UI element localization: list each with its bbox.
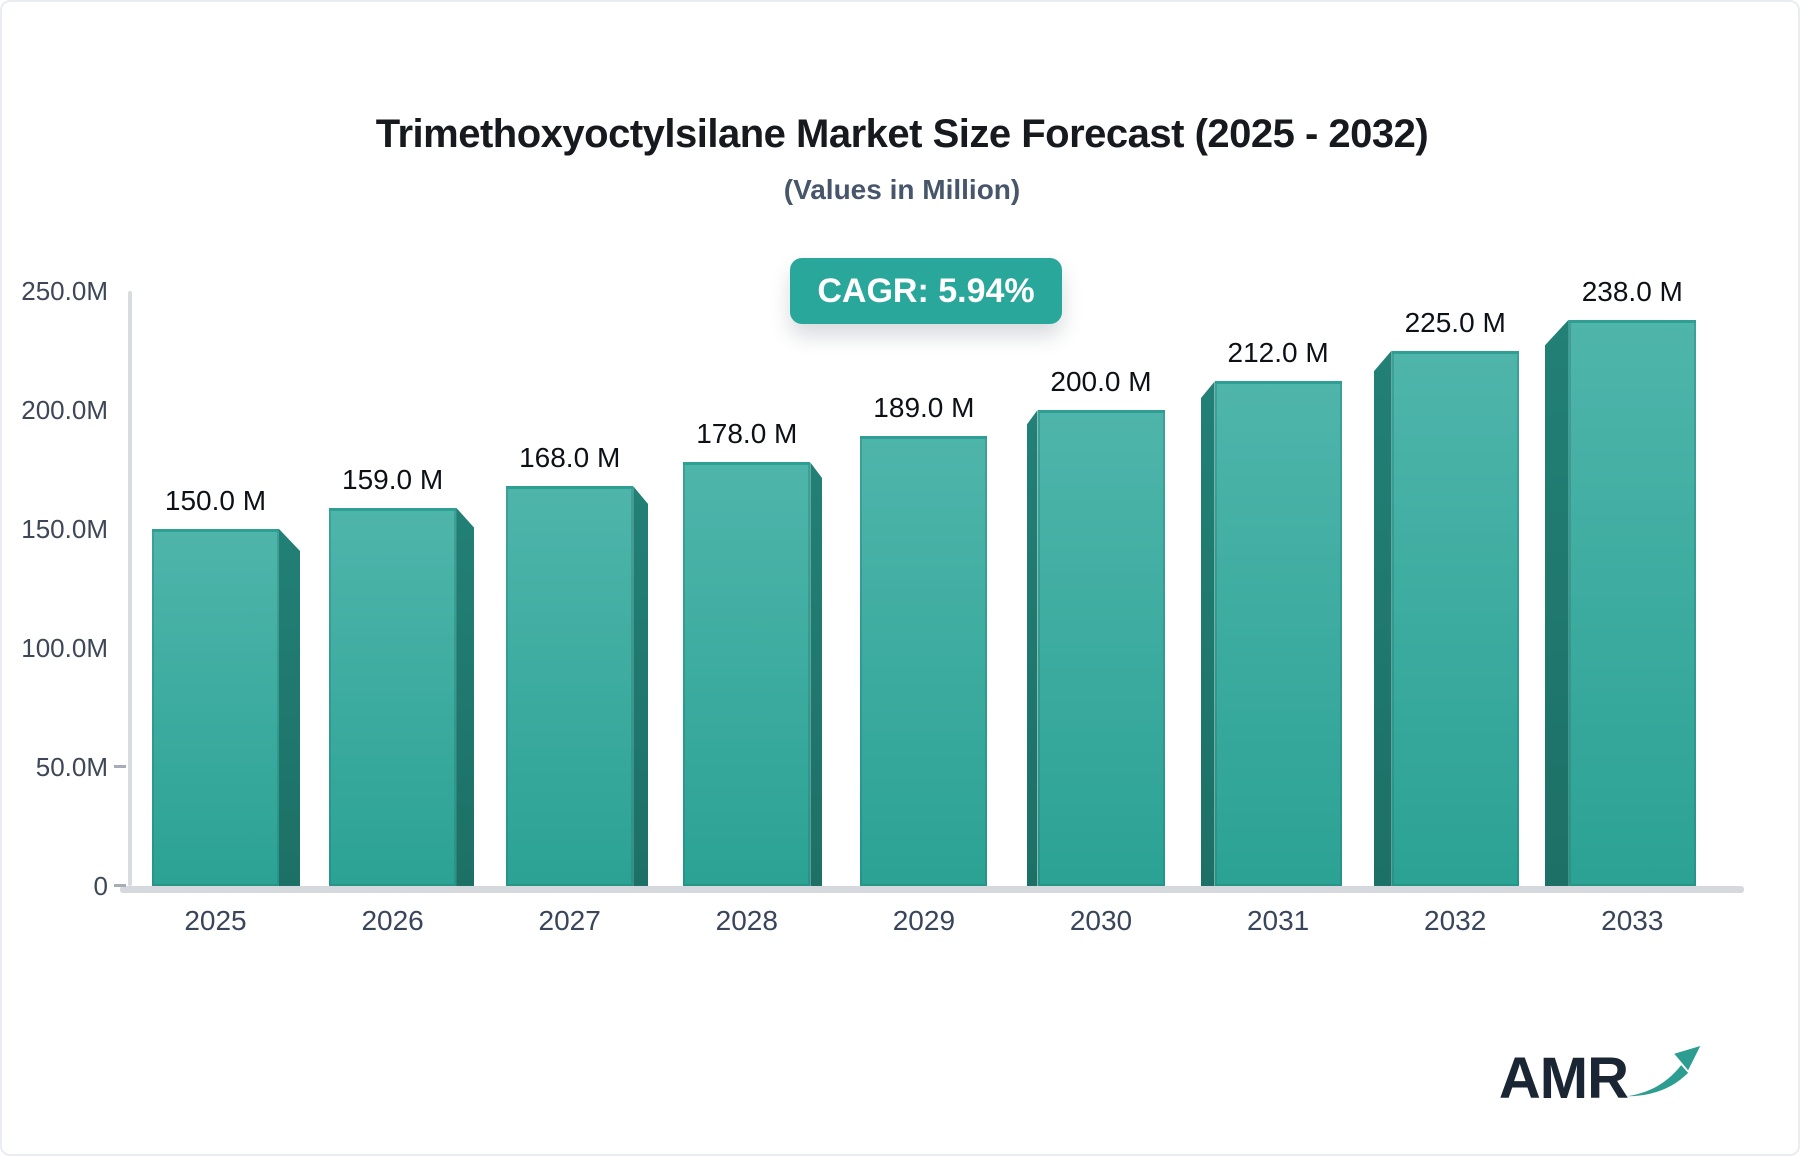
bar-3d-side — [810, 462, 823, 886]
y-axis-tick-label: 250.0M — [21, 276, 108, 306]
bar-value-label: 178.0 M — [696, 418, 798, 450]
x-axis-label-2031: 2031 — [1246, 905, 1310, 936]
bar-3d-side — [1200, 381, 1215, 886]
bar-3d-side — [1544, 319, 1569, 886]
chart-title: Trimethoxyoctylsilane Market Size Foreca… — [375, 112, 1429, 156]
bar-2027 — [506, 486, 649, 886]
x-axis-baseline — [120, 886, 1744, 893]
bar-3d-side — [633, 486, 649, 886]
bar-2028 — [683, 462, 823, 886]
y-axis-tick-label: 0 — [93, 871, 108, 901]
chart-subtitle: (Values in Million) — [783, 174, 1021, 205]
x-axis-label-2027: 2027 — [538, 905, 601, 936]
bar-value-label: 225.0 M — [1404, 306, 1506, 338]
x-axis-label-2028: 2028 — [715, 905, 778, 936]
bar-3d-side — [1026, 410, 1038, 886]
y-axis-tick-label: 150.0M — [21, 514, 108, 544]
bar-2033 — [1544, 319, 1696, 886]
x-axis-label-2026: 2026 — [361, 905, 424, 936]
y-axis-tick-label: 100.0M — [21, 633, 108, 663]
bar-2025 — [152, 529, 300, 886]
bar-value-label: 200.0 M — [1050, 366, 1152, 397]
bar-2030 — [1026, 410, 1165, 886]
y-axis-tick-mark — [114, 884, 126, 887]
bar-3d-side — [456, 507, 475, 886]
bar-value-label: 150.0 M — [164, 485, 267, 516]
bar-value-label: 212.0 M — [1227, 337, 1329, 369]
x-axis-label-2030: 2030 — [1069, 905, 1133, 936]
y-axis-tick-mark — [114, 765, 126, 768]
growth-arrow-icon — [1626, 1046, 1701, 1097]
cagr-badge: CAGR: 5.94% — [790, 258, 1062, 324]
bar-2032 — [1373, 350, 1519, 886]
y-axis-tick-label: 50.0M — [35, 752, 108, 782]
amr-logo-text: AMR — [1498, 1046, 1629, 1111]
bar-2029 — [860, 436, 988, 886]
bar-value-label: 159.0 M — [342, 463, 444, 495]
bar-3d-side — [279, 529, 300, 886]
bar-value-label: 189.0 M — [873, 392, 975, 424]
amr-logo: AMR — [1499, 1040, 1702, 1108]
bar-2031 — [1200, 381, 1342, 886]
x-axis-label-2032: 2032 — [1424, 905, 1487, 936]
y-axis-tick-label: 200.0M — [21, 395, 108, 425]
bar-3d-side — [1373, 350, 1392, 886]
x-axis-label-2029: 2029 — [892, 905, 956, 936]
x-axis-label-2033: 2033 — [1601, 905, 1664, 936]
bar-2026 — [329, 507, 475, 886]
bar-value-label: 238.0 M — [1581, 275, 1683, 307]
bar-value-label: 168.0 M — [519, 442, 621, 474]
y-axis-line — [128, 291, 132, 886]
x-axis-label-2025: 2025 — [184, 905, 247, 936]
